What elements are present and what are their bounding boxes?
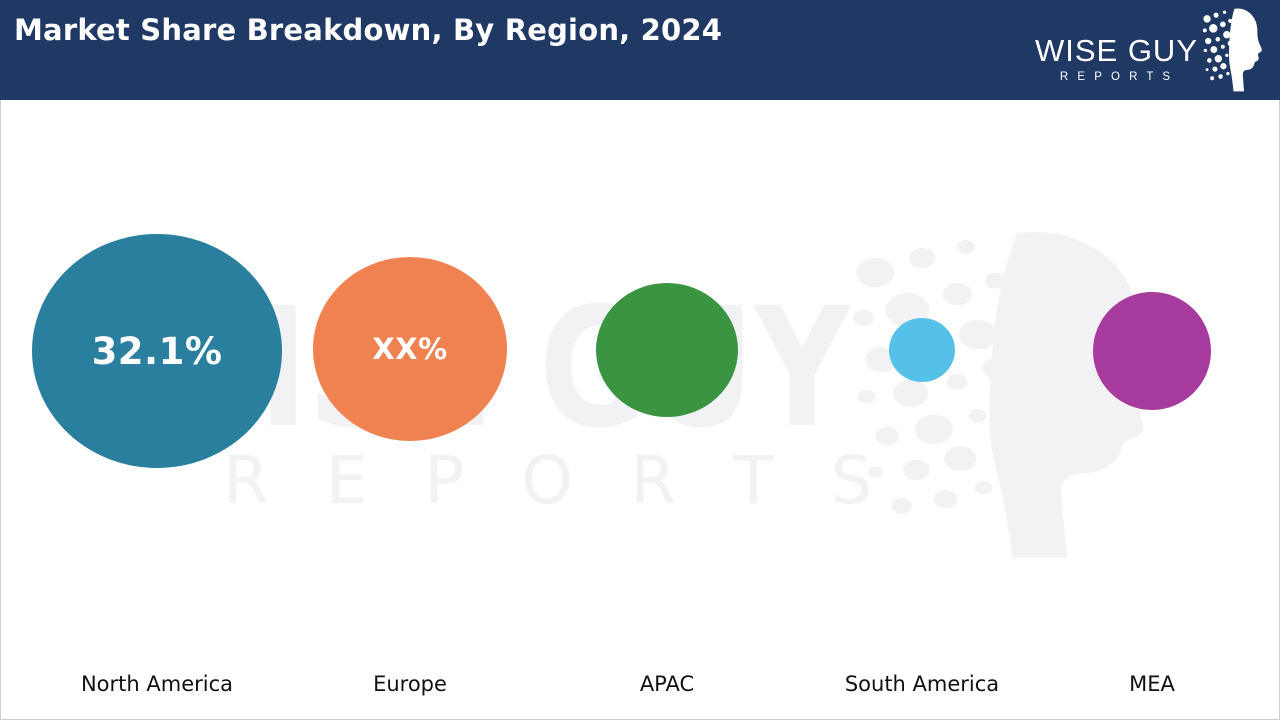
- bubble-label-europe: Europe: [373, 672, 447, 696]
- bubble-europe: XX%: [313, 257, 507, 441]
- bubble-value-europe: XX%: [372, 332, 448, 366]
- bubble-label-apac: APAC: [639, 672, 695, 696]
- bubble-label-mea: MEA: [1129, 672, 1175, 696]
- header: Market Share Breakdown, By Region, 2024 …: [0, 0, 1280, 100]
- logo-wordmark: WISE GUY: [1034, 33, 1198, 68]
- page-title: Market Share Breakdown, By Region, 2024: [14, 13, 723, 47]
- wiseguy-logo-text: WISE GUY R E P O R T S: [1035, 33, 1198, 83]
- bubble-value-north-america: 32.1%: [91, 329, 223, 373]
- bubble-label-south-america: South America: [844, 672, 1000, 696]
- bubble-south-america: [889, 318, 955, 382]
- wiseguy-logo: WISE GUY R E P O R T S: [1035, 6, 1264, 96]
- wiseguy-face-icon: [1202, 6, 1264, 96]
- chart-area: WISE GUY R E P O R T S 32.1%North Americ…: [0, 100, 1280, 720]
- bubble-chart: 32.1% North America XX% Europe APAC South Ame…: [1, 100, 1279, 719]
- bubble-mea: [1093, 292, 1211, 410]
- logo-subtitle: R E P O R T S: [1059, 71, 1174, 83]
- bubble-label-north-america: North America: [80, 672, 234, 696]
- bubble-north-america: 32.1%: [32, 234, 282, 468]
- bubble-apac: [596, 283, 738, 417]
